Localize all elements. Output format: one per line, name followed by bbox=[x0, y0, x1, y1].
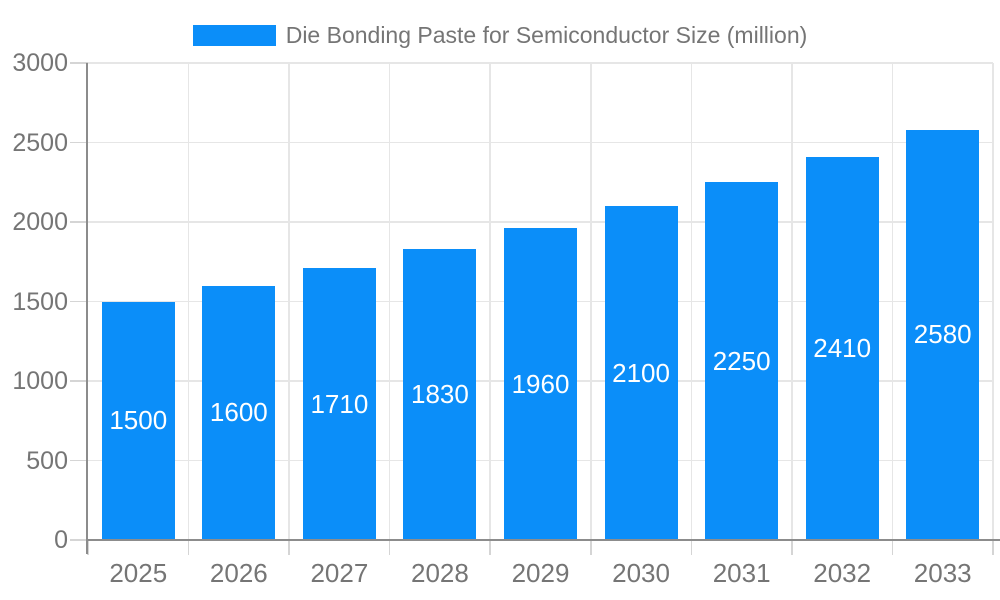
y-gridline bbox=[88, 62, 993, 64]
bar-2026[interactable]: 1600 bbox=[202, 285, 276, 540]
bar-value-label: 1500 bbox=[109, 405, 168, 436]
x-axis-tick bbox=[690, 540, 693, 555]
bar-2031[interactable]: 2250 bbox=[705, 182, 779, 540]
x-gridline bbox=[187, 63, 190, 540]
bar-2030[interactable]: 2100 bbox=[604, 206, 678, 540]
bar-value-label: 2100 bbox=[612, 357, 670, 388]
y-axis-tick bbox=[70, 459, 88, 462]
bar-value-label: 2410 bbox=[813, 332, 872, 363]
bar-2025[interactable]: 1500 bbox=[101, 301, 175, 540]
bar-2028[interactable]: 1830 bbox=[403, 249, 477, 540]
y-axis-label: 500 bbox=[26, 446, 68, 475]
x-axis-label: 2033 bbox=[913, 558, 972, 588]
y-axis-label: 2500 bbox=[12, 128, 68, 157]
bar-value-label: 1600 bbox=[209, 397, 268, 428]
chart-legend[interactable]: Die Bonding Paste for Semiconductor Size… bbox=[192, 22, 808, 49]
bar-value-label: 2250 bbox=[712, 345, 771, 376]
y-axis-line bbox=[86, 63, 88, 554]
bar-value-label: 2580 bbox=[913, 319, 972, 350]
x-gridline bbox=[690, 63, 693, 540]
x-axis-label: 2028 bbox=[411, 558, 469, 588]
bar-value-label: 1960 bbox=[511, 368, 570, 399]
x-gridline bbox=[791, 63, 793, 540]
x-axis-tick bbox=[992, 540, 994, 555]
y-axis-tick bbox=[70, 141, 88, 144]
x-gridline bbox=[590, 63, 592, 540]
x-axis-line bbox=[86, 539, 1000, 541]
x-axis-label: 2029 bbox=[511, 558, 570, 588]
y-axis-tick bbox=[70, 221, 88, 223]
y-axis-label: 1500 bbox=[12, 287, 68, 316]
y-axis-tick bbox=[70, 300, 88, 303]
legend-label: Die Bonding Paste for Semiconductor Size… bbox=[285, 22, 808, 48]
y-axis-label: 0 bbox=[54, 526, 68, 554]
y-axis-label: 2000 bbox=[12, 208, 68, 236]
x-axis-tick bbox=[791, 540, 793, 555]
x-gridline bbox=[388, 63, 391, 540]
bar-2033[interactable]: 2580 bbox=[906, 129, 980, 540]
bar-2032[interactable]: 2410 bbox=[805, 156, 879, 540]
y-axis-tick bbox=[70, 539, 88, 541]
y-axis-label: 3000 bbox=[12, 49, 68, 77]
bar-2029[interactable]: 1960 bbox=[504, 228, 577, 540]
x-axis-tick bbox=[891, 540, 894, 555]
x-axis-tick bbox=[388, 540, 391, 555]
x-axis-label: 2026 bbox=[209, 558, 268, 588]
legend-swatch-icon bbox=[192, 25, 276, 46]
bar-value-label: 1830 bbox=[411, 379, 469, 410]
x-gridline bbox=[489, 63, 491, 540]
x-axis-tick bbox=[87, 540, 89, 555]
x-axis-label: 2030 bbox=[612, 558, 670, 588]
legend-row: Die Bonding Paste for Semiconductor Size… bbox=[0, 22, 1000, 49]
x-axis-tick bbox=[187, 540, 190, 555]
x-axis-label: 2027 bbox=[310, 558, 369, 588]
x-axis-label: 2031 bbox=[712, 558, 771, 588]
y-axis-tick bbox=[70, 62, 88, 64]
x-axis-label: 2025 bbox=[109, 558, 168, 588]
x-axis-tick bbox=[489, 540, 491, 555]
y-gridline bbox=[88, 141, 993, 144]
x-axis-label: 2032 bbox=[813, 558, 872, 588]
x-gridline bbox=[891, 63, 894, 540]
y-axis-tick bbox=[70, 380, 88, 382]
y-axis-label: 1000 bbox=[12, 367, 68, 395]
x-gridline bbox=[288, 63, 290, 540]
x-gridline bbox=[992, 63, 994, 540]
bar-value-label: 1710 bbox=[310, 388, 369, 419]
plot-area: 0 500 1000 1500 2000 2500 3000 2025 2026 2027 2028… bbox=[12, 49, 1000, 587]
y-gridline bbox=[88, 221, 993, 223]
x-axis-tick bbox=[590, 540, 592, 555]
x-axis-tick bbox=[288, 540, 290, 555]
bar-2027[interactable]: 1710 bbox=[302, 268, 376, 540]
